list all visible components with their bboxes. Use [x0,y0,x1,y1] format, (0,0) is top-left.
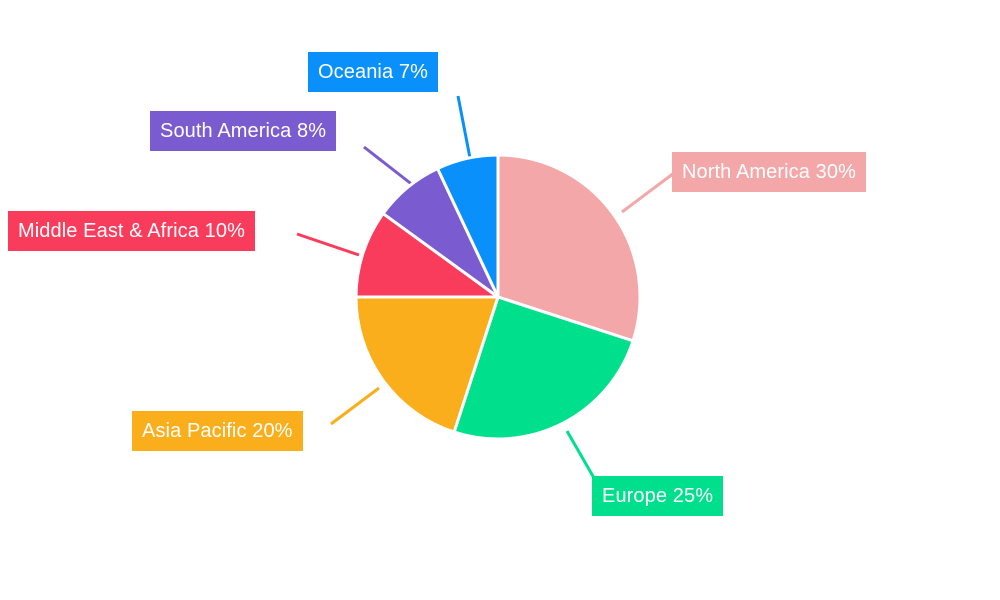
leader-lines [296,95,675,479]
leader-line-europe [565,430,596,479]
leader-line-middle-east-africa [296,232,360,257]
leader-line-oceania [456,95,472,159]
leader-line-asia-pacific [330,386,380,426]
slice-label-text: Asia Pacific 20% [142,420,293,442]
slice-label-text: South America 8% [160,120,327,142]
slice-label-oceania: Oceania 7% [308,52,438,92]
pie-slices-group [354,153,642,441]
pie-slice [452,295,635,441]
leader-line-north-america [621,171,675,214]
pie-slice [496,153,642,343]
slice-label-europe: Europe 25% [592,476,724,516]
leader-line-south-america [363,145,415,188]
slice-label-asia-pacific: Asia Pacific 20% [132,411,303,451]
slice-label-text: North America 30% [682,161,856,183]
pie-slice [354,212,500,299]
pie-slice [436,153,500,299]
slice-label-middle-east-africa: Middle East & Africa 10% [8,211,255,251]
slice-label-north-america: North America 30% [672,152,866,192]
pie-slice [354,295,500,434]
slice-label-text: Europe 25% [602,485,714,507]
slice-label-south-america: South America 8% [150,111,337,151]
slice-label-text: Middle East & Africa 10% [18,220,245,242]
slice-label-text: Oceania 7% [318,61,428,83]
